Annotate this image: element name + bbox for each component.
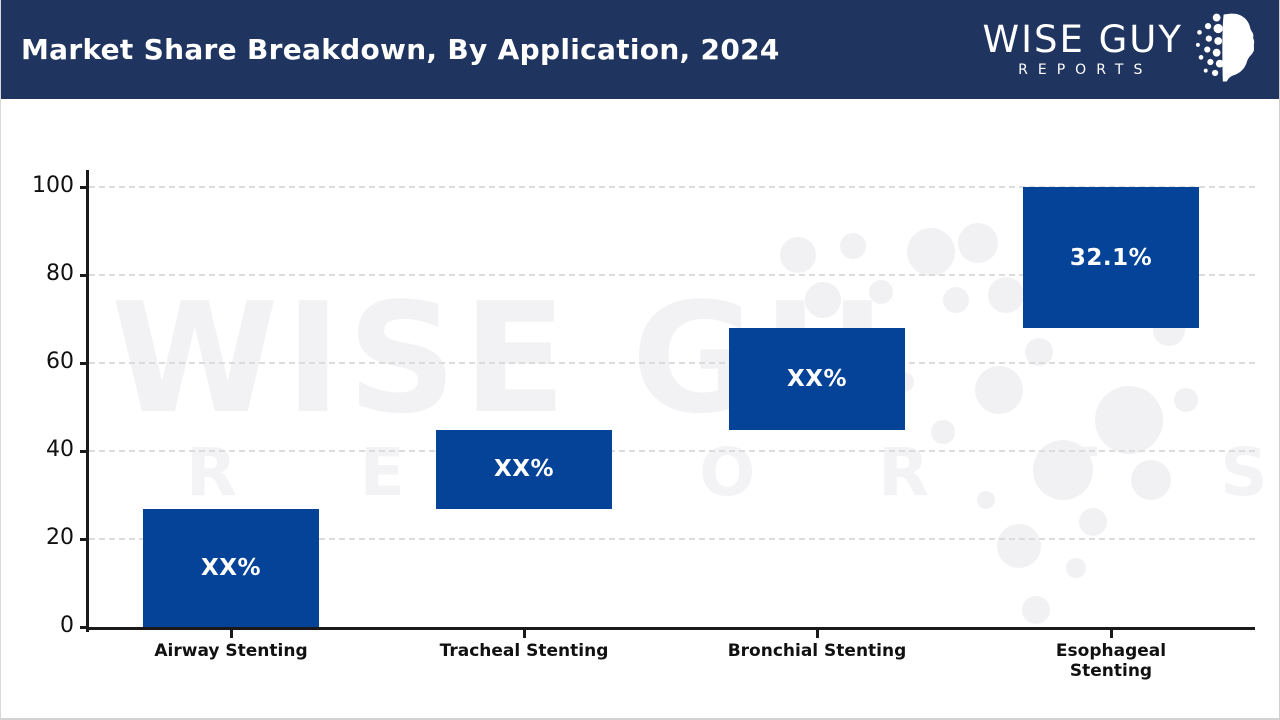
watermark-dot xyxy=(1131,460,1171,500)
y-axis xyxy=(86,170,89,632)
x-tick-mark xyxy=(1110,630,1113,638)
bar-value-label: 32.1% xyxy=(1069,244,1153,271)
watermark-dot xyxy=(943,287,969,313)
watermark-dot xyxy=(1066,558,1086,578)
x-category-label: Bronchial Stenting xyxy=(727,641,907,661)
watermark-dot xyxy=(907,228,955,276)
bar-value-label: XX% xyxy=(200,555,261,582)
watermark-dot xyxy=(988,277,1024,313)
logo-wordmark: WISE GUY xyxy=(982,18,1183,61)
wise-guy-logo: WISE GUY REPORTS xyxy=(983,7,1279,93)
y-tick-label: 20 xyxy=(46,525,74,550)
y-tick-mark xyxy=(80,274,89,277)
watermark-dot xyxy=(1079,508,1107,536)
gridline-20 xyxy=(89,538,1255,540)
y-tick-mark xyxy=(80,538,89,541)
watermark-dot xyxy=(958,223,998,263)
logo-subtitle: REPORTS xyxy=(1018,62,1153,78)
x-tick-mark xyxy=(816,630,819,638)
y-tick-mark xyxy=(80,450,89,453)
bar-esophageal-stenting: 32.1% xyxy=(1023,187,1199,329)
y-tick-label: 100 xyxy=(32,173,74,198)
x-axis xyxy=(86,627,1255,630)
watermark-dot xyxy=(780,237,816,273)
x-category-label: Esophageal Stenting xyxy=(1055,641,1167,682)
y-tick-mark xyxy=(80,186,89,189)
y-tick-label: 0 xyxy=(60,613,74,638)
gridline-60 xyxy=(89,362,1255,364)
y-tick-label: 80 xyxy=(46,261,74,286)
y-tick-mark xyxy=(80,626,89,629)
watermark-dot xyxy=(1095,386,1163,454)
bar-bronchial-stenting: XX% xyxy=(729,328,905,430)
bar-value-label: XX% xyxy=(493,456,554,483)
y-tick-mark xyxy=(80,362,89,365)
logo-text: WISE GUY REPORTS xyxy=(983,21,1183,78)
watermark-dot xyxy=(977,491,995,509)
page-title: Market Share Breakdown, By Application, … xyxy=(21,33,780,66)
bar-value-label: XX% xyxy=(786,366,847,393)
y-tick-label: 40 xyxy=(46,437,74,462)
watermark-dot xyxy=(805,282,841,318)
header-bar: Market Share Breakdown, By Application, … xyxy=(1,0,1279,99)
x-tick-mark xyxy=(523,630,526,638)
y-tick-label: 60 xyxy=(46,349,74,374)
x-category-label: Tracheal Stenting xyxy=(439,641,609,661)
gridline-80 xyxy=(89,274,1255,276)
bar-airway-stenting: XX% xyxy=(143,509,319,627)
watermark-dot xyxy=(869,280,893,304)
gridline-100 xyxy=(89,186,1255,188)
x-tick-mark xyxy=(230,630,233,638)
watermark-dot xyxy=(997,524,1041,568)
bar-tracheal-stenting: XX% xyxy=(436,429,612,510)
watermark-dot xyxy=(931,420,955,444)
gridline-40 xyxy=(89,450,1255,452)
waterfall-chart: 0 20 40 60 80 100 XX% Airway Stenting XX% Trachea… xyxy=(1,99,1279,718)
watermark-dot xyxy=(975,366,1023,414)
watermark-dot xyxy=(840,233,866,259)
watermark-dot xyxy=(1022,596,1050,624)
watermark-dot xyxy=(1174,388,1198,412)
x-category-label: Airway Stenting xyxy=(154,641,308,661)
watermark-dot xyxy=(1025,338,1053,366)
dotted-face-icon xyxy=(1187,7,1265,93)
